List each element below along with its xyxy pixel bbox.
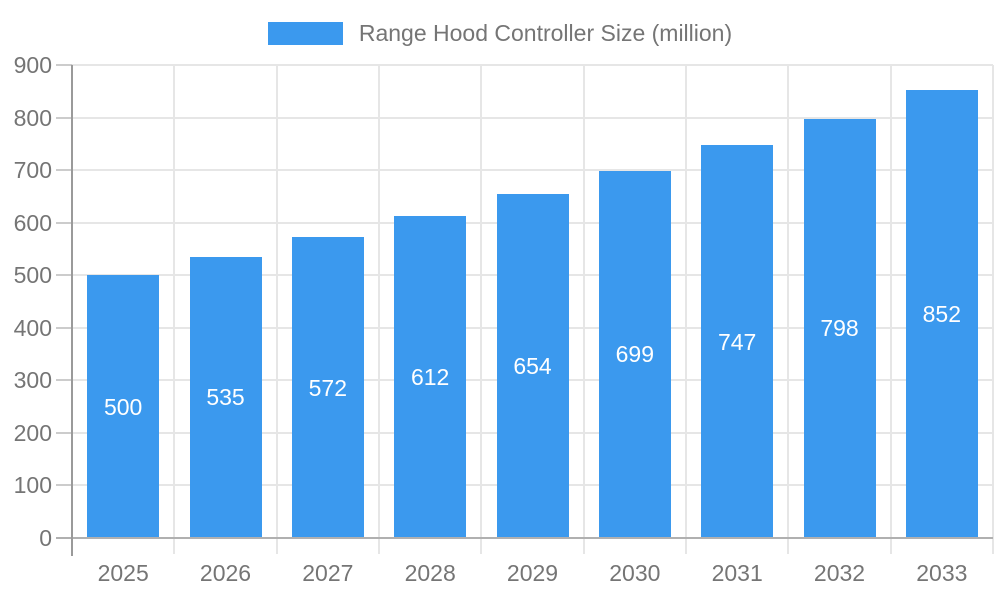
y-tick-label: 200 — [13, 419, 52, 446]
gridline-horizontal — [72, 64, 993, 66]
x-tick-label: 2028 — [404, 560, 456, 586]
gridline-vertical — [992, 65, 994, 554]
plot-area: 500 535 572 612 654 699 747 798 852 — [72, 64, 994, 554]
bar: 500 — [87, 275, 160, 538]
y-tick-label: 700 — [13, 157, 52, 184]
legend: Range Hood Controller Size (million) — [0, 20, 1000, 46]
legend-label: Range Hood Controller Size (million) — [358, 19, 733, 46]
y-tick-label: 100 — [13, 472, 52, 499]
gridline-vertical — [582, 65, 585, 554]
bar: 798 — [803, 118, 876, 538]
y-axis-tick — [56, 274, 72, 277]
y-axis-tick — [56, 116, 72, 119]
bar-value-label: 699 — [615, 341, 655, 368]
gridline-vertical — [378, 65, 380, 554]
x-tick-label: 2031 — [711, 560, 763, 586]
bar-value-label: 612 — [410, 364, 450, 391]
y-axis-tick — [56, 326, 72, 329]
y-tick-label: 400 — [13, 314, 52, 341]
y-tick-label: 0 — [39, 525, 52, 551]
x-tick-label: 2032 — [813, 560, 866, 586]
bar-value-label: 747 — [717, 328, 757, 355]
gridline-vertical — [787, 65, 790, 554]
bar-value-label: 500 — [103, 393, 143, 420]
gridline-vertical — [173, 65, 176, 554]
bar-value-label: 654 — [513, 353, 552, 380]
gridline-vertical — [685, 65, 687, 554]
gridline-vertical — [889, 65, 892, 554]
x-tick-label: 2029 — [506, 560, 559, 586]
bar: 572 — [291, 237, 364, 538]
gridline-vertical — [275, 65, 278, 554]
bar-value-label: 798 — [820, 315, 859, 342]
y-tick-label: 900 — [13, 52, 52, 78]
bar: 747 — [701, 145, 774, 538]
y-tick-label: 500 — [13, 262, 52, 289]
x-tick-label: 2033 — [916, 560, 968, 586]
x-tick-label: 2026 — [199, 560, 252, 586]
y-axis-tick — [56, 537, 72, 539]
y-axis-tick — [56, 431, 72, 434]
bar: 699 — [598, 170, 671, 538]
y-axis-tick — [56, 484, 72, 487]
y-tick-label: 300 — [13, 367, 52, 394]
y-tick-label: 600 — [13, 209, 52, 236]
x-tick-label: 2025 — [97, 560, 149, 586]
bar-value-label: 535 — [206, 384, 245, 411]
gridline-vertical — [480, 65, 483, 554]
bar: 654 — [496, 194, 569, 538]
bar: 612 — [394, 216, 467, 538]
legend-swatch — [267, 21, 343, 45]
y-axis-tick — [56, 221, 72, 224]
bar: 852 — [905, 90, 978, 538]
y-axis-tick — [56, 169, 72, 172]
bar-value-label: 852 — [922, 301, 962, 328]
y-tick-label: 800 — [13, 104, 52, 131]
y-axis-tick — [56, 64, 72, 66]
bar: 535 — [189, 256, 262, 538]
x-tick-label: 2027 — [302, 560, 354, 586]
bar-value-label: 572 — [308, 374, 348, 401]
y-axis-tick — [56, 379, 72, 382]
x-tick-label: 2030 — [609, 560, 661, 586]
